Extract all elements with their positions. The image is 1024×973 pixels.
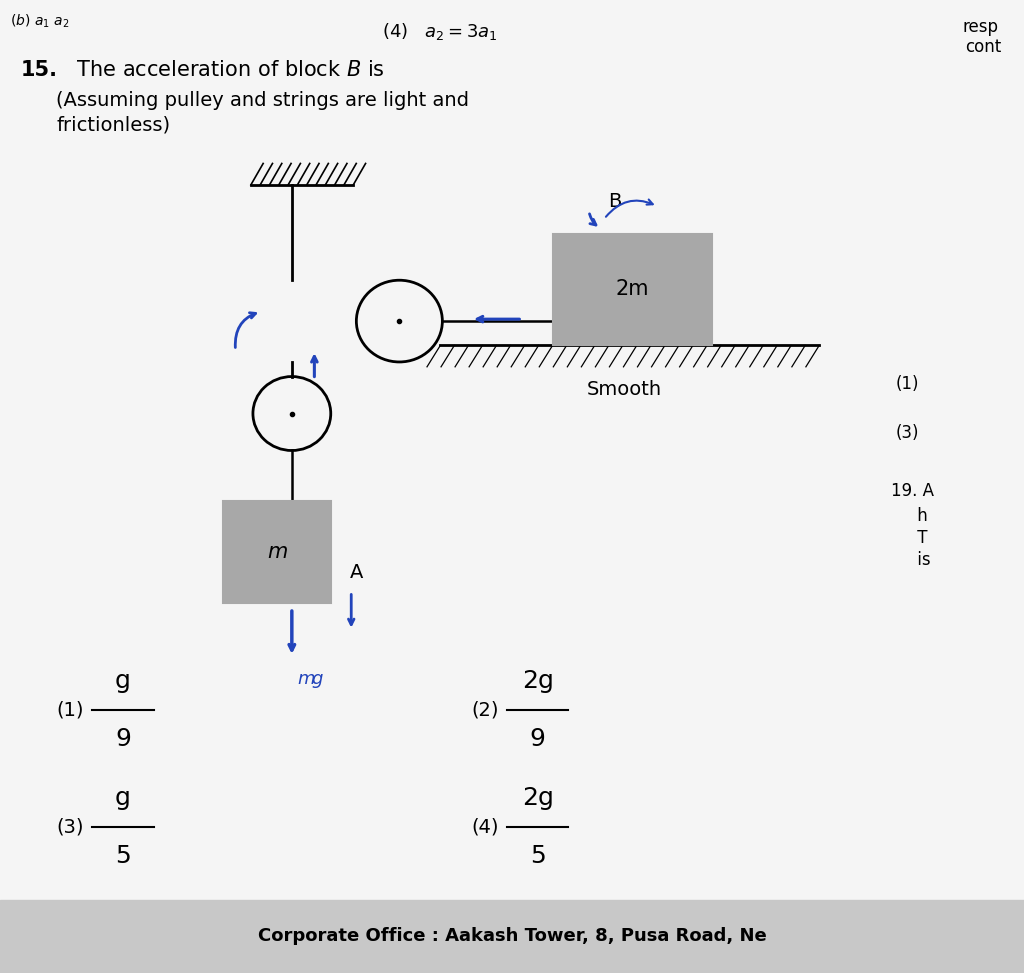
Text: 9: 9 <box>115 728 131 751</box>
Text: (1): (1) <box>896 376 920 393</box>
Text: is: is <box>891 552 931 569</box>
Text: The acceleration of block $B$ is: The acceleration of block $B$ is <box>70 60 384 80</box>
Text: T: T <box>891 529 928 547</box>
Text: (4)   $a_2 = 3a_1$: (4) $a_2 = 3a_1$ <box>383 20 498 42</box>
Text: (2): (2) <box>471 701 499 720</box>
Text: (Assuming pulley and strings are light and: (Assuming pulley and strings are light a… <box>56 90 469 110</box>
Text: g: g <box>115 669 131 693</box>
Text: 2m: 2m <box>615 279 649 300</box>
Text: cont: cont <box>965 38 1001 55</box>
Text: Corporate Office : Aakash Tower, 8, Pusa Road, Ne: Corporate Office : Aakash Tower, 8, Pusa… <box>258 927 766 945</box>
Text: (4): (4) <box>471 817 499 837</box>
Text: 2g: 2g <box>521 669 554 693</box>
Text: (1): (1) <box>56 701 84 720</box>
Bar <box>0 900 1024 973</box>
Text: resp: resp <box>963 18 999 36</box>
Text: 9: 9 <box>529 728 546 751</box>
Text: Smooth: Smooth <box>587 379 663 399</box>
Text: frictionless): frictionless) <box>56 115 170 134</box>
Text: m: m <box>267 542 287 562</box>
Text: $m\!g$: $m\!g$ <box>297 672 325 690</box>
Text: 5: 5 <box>115 845 131 868</box>
Text: 19. A: 19. A <box>891 483 934 500</box>
Text: g: g <box>115 786 131 810</box>
Text: (3): (3) <box>896 424 920 442</box>
Text: $(b)\ a_1\ a_2$: $(b)\ a_1\ a_2$ <box>10 13 70 30</box>
Text: h: h <box>891 507 928 524</box>
Bar <box>553 234 712 345</box>
Bar <box>223 501 331 603</box>
Text: (3): (3) <box>56 817 84 837</box>
Text: B: B <box>607 192 622 211</box>
Text: A: A <box>349 562 364 582</box>
Text: 2g: 2g <box>521 786 554 810</box>
Text: 5: 5 <box>529 845 546 868</box>
Text: 15.: 15. <box>20 60 57 80</box>
